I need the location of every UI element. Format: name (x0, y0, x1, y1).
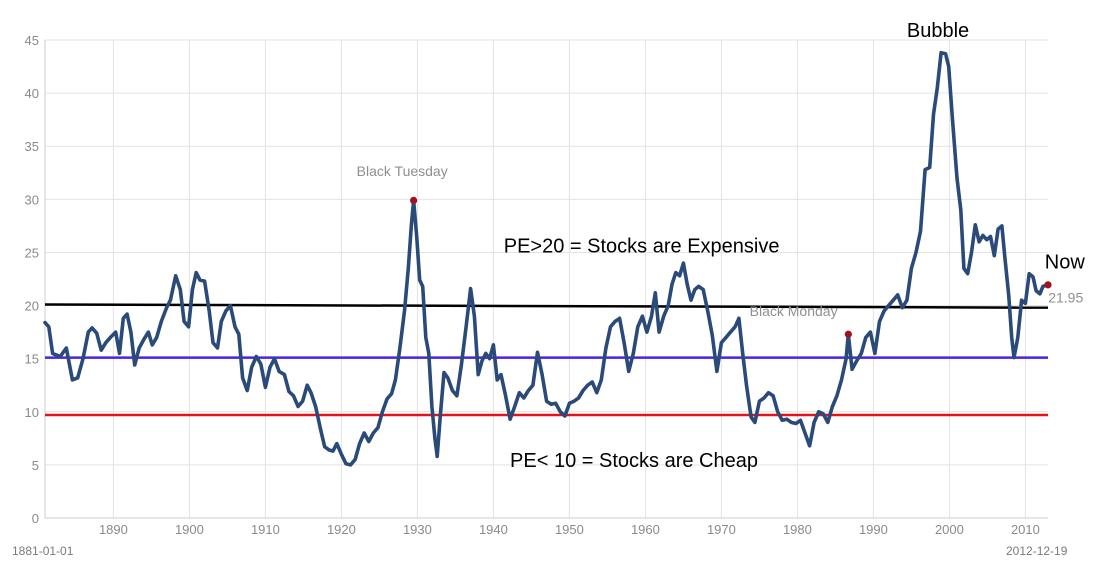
point-marker (844, 330, 852, 338)
y-tick-label: 10 (25, 405, 39, 420)
x-tick-label: 1930 (403, 522, 432, 537)
x-tick-label: 1970 (707, 522, 736, 537)
y-tick-label: 25 (25, 245, 39, 260)
x-tick-label: 1900 (175, 522, 204, 537)
y-tick-label: 35 (25, 139, 39, 154)
annotations: Black Tuesday Black Monday Bubble PE>20 = S… (357, 20, 1086, 472)
x-tick-label: 2000 (935, 522, 964, 537)
annotation-label: Black Monday (750, 303, 838, 319)
y-tick-label: 0 (32, 511, 39, 526)
x-tick-label: 2010 (1011, 522, 1040, 537)
range-start-label: 1881-01-01 (12, 544, 74, 558)
annotation-label: 21.95 (1048, 289, 1083, 305)
x-tick-label: 1950 (555, 522, 584, 537)
annotation-label: PE< 10 = Stocks are Cheap (510, 450, 758, 472)
markers (410, 196, 1052, 338)
grid (45, 39, 1048, 519)
x-tick-label: 1990 (859, 522, 888, 537)
y-tick-label: 45 (25, 33, 39, 48)
point-marker (1044, 281, 1052, 289)
reference-line (44, 303, 1049, 309)
annotation-label: PE>20 = Stocks are Expensive (504, 235, 780, 257)
x-tick-label: 1920 (327, 522, 356, 537)
annotation-label: Bubble (907, 20, 969, 42)
x-tick-label: 1940 (479, 522, 508, 537)
x-tick-label: 1910 (251, 522, 280, 537)
range-end-label: 2012-12-19 (1006, 544, 1068, 558)
x-tick-label: 1980 (783, 522, 812, 537)
y-tick-label: 15 (25, 352, 39, 367)
y-tick-label: 30 (25, 192, 39, 207)
x-tick-label: 1890 (99, 522, 128, 537)
reference-lines (44, 303, 1049, 417)
y-tick-label: 40 (25, 86, 39, 101)
x-tick-label: 1960 (631, 522, 660, 537)
y-tick-label: 5 (32, 458, 39, 473)
y-tick-label: 20 (25, 299, 39, 314)
point-marker (410, 196, 418, 204)
axes: 0 5 10 15 20 25 30 35 40 45 1890 1900 1910 1920 1930 19… (25, 33, 1048, 537)
annotation-label: Black Tuesday (357, 163, 448, 179)
series-line (43, 50, 1050, 467)
series-layer (43, 50, 1050, 467)
annotation-label: Now (1045, 251, 1086, 273)
